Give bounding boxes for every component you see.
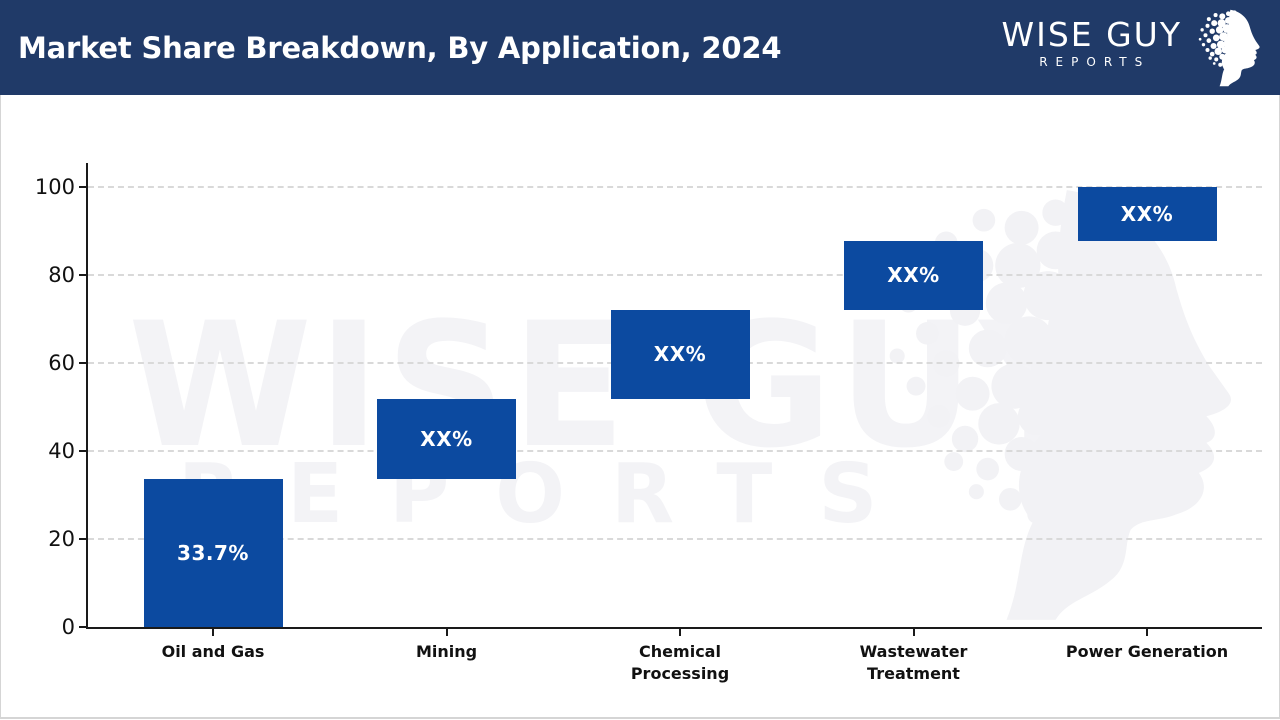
y-gridline-20 [88,538,1262,540]
y-axis [86,163,88,629]
x-axis [86,627,1262,629]
y-gridline-80 [88,274,1262,276]
page-title: Market Share Breakdown, By Application, … [18,30,782,65]
watermark-subtext: REPORTS [178,447,924,542]
bar-chemical-processing: XX% [610,309,750,400]
y-tick-label-0: 0 [61,615,75,639]
x-tick-mark-oil-and-gas [212,627,214,636]
y-tick-mark-0 [79,626,88,628]
bar-oil-and-gas: 33.7% [143,478,283,627]
bar-value-label-wastewater-treatment: XX% [887,263,940,288]
x-category-label-oil-and-gas: Oil and Gas [161,642,265,661]
x-category-label-mining: Mining [415,642,478,661]
y-tick-mark-100 [79,186,88,188]
y-tick-mark-80 [79,274,88,276]
x-tick-mark-chemical-processing [679,627,681,636]
y-gridline-100 [88,186,1262,188]
x-tick-mark-mining [445,627,448,636]
brand-logo-text: WISE GUY REPORTS [1001,15,1182,69]
y-tick-label-20: 20 [48,527,75,551]
chart-area: WISE GUY REPORTS 0 20 40 60 80 100 33.7% Oil an… [0,95,1280,720]
y-tick-label-100: 100 [34,175,75,199]
bar-value-label-chemical-processing: XX% [653,342,707,367]
y-tick-label-80: 80 [48,263,75,287]
x-tick-mark-wastewater-treatment [912,627,915,636]
x-category-label-power-generation: Power Generation [1065,642,1229,661]
bar-power-generation: XX% [1077,187,1217,242]
bar-mining: XX% [377,399,516,479]
brand-logo: WISE GUY REPORTS [1001,0,1270,95]
y-tick-label-60: 60 [48,351,75,375]
brand-subname: REPORTS [1039,54,1151,69]
y-tick-mark-40 [79,450,88,452]
x-category-label-chemical-processing: Chemical Processing [630,642,730,683]
x-tick-mark-power-generation [1146,627,1148,636]
y-tick-mark-20 [79,538,88,540]
bar-wastewater-treatment: XX% [844,241,983,310]
header: Market Share Breakdown, By Application, … [0,0,1280,95]
bar-value-label-mining: XX% [420,426,473,451]
y-gridline-40 [88,450,1262,452]
y-tick-label-40: 40 [48,439,75,463]
brand-name: WISE GUY [1001,15,1182,54]
y-tick-mark-60 [79,362,88,364]
bar-value-label-power-generation: XX% [1120,202,1174,227]
bar-value-label-oil-and-gas: 33.7% [177,540,249,565]
x-category-label-wastewater-treatment: Wastewater Treatment [859,642,968,683]
